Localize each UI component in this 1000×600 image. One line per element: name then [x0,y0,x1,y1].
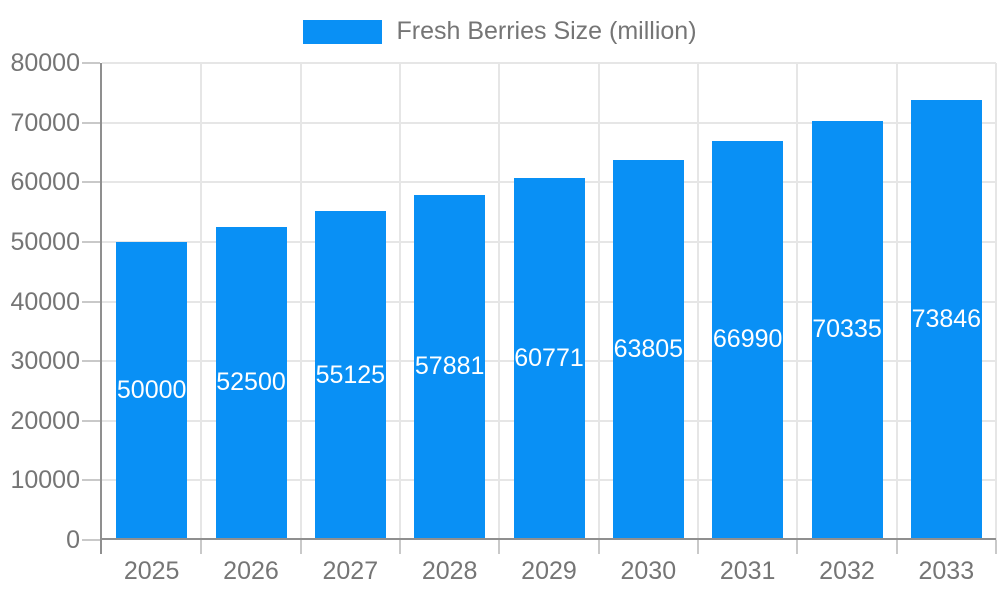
bar-2025[interactable]: 50000 [116,241,188,539]
y-axis-line [100,63,102,554]
y-axis-label: 30000 [10,347,80,376]
x-axis-label-2033: 2033 [918,557,975,585]
x-axis-tick [498,540,501,554]
y-axis-tick [82,62,100,64]
bar-2027[interactable]: 55125 [314,211,386,539]
x-axis-tick [697,540,699,554]
x-axis-label-2032: 2032 [819,557,875,585]
x-axis-label-2027: 2027 [322,557,379,585]
x-axis-tick [796,540,799,554]
y-axis-label: 10000 [10,466,80,495]
y-axis-label: 70000 [10,108,80,137]
y-axis-tick [82,360,100,363]
gridline-vertical [995,63,997,540]
gridline-vertical [895,63,898,540]
x-axis-tick [200,540,203,554]
x-axis-tick [895,540,898,554]
gridline-horizontal [102,121,996,124]
gridline-vertical [200,63,203,540]
gridline-vertical [299,63,302,540]
gridline-vertical [597,63,600,540]
x-axis-tick [399,540,401,554]
x-axis-label-2031: 2031 [719,557,776,585]
y-axis-tick [82,419,100,422]
y-axis-label: 20000 [10,406,80,435]
bar-value-label: 70335 [812,315,882,344]
bar-value-label: 57881 [414,352,485,381]
gridline-vertical [697,63,699,540]
bar-2028[interactable]: 57881 [414,194,486,539]
y-axis-tick [82,240,100,243]
x-axis-label-2030: 2030 [620,557,677,585]
bar-value-label: 52500 [216,368,286,397]
bar-value-label: 63805 [613,334,684,363]
y-axis-tick [82,539,100,541]
x-axis-label-2025: 2025 [123,557,180,585]
bar-2032[interactable]: 70335 [811,120,883,539]
legend-label: Fresh Berries Size (million) [396,17,697,45]
y-axis-tick [82,300,100,303]
y-axis-label: 50000 [10,227,80,256]
x-axis-tick [597,540,600,554]
bar-2030[interactable]: 63805 [612,159,684,539]
y-axis-tick [82,181,100,184]
y-axis-label: 0 [66,526,80,554]
y-axis-label: 40000 [10,287,80,316]
y-axis-label: 80000 [10,49,80,77]
legend-swatch [303,19,383,44]
x-axis-label-2028: 2028 [421,557,478,585]
y-axis-label: 60000 [10,168,80,197]
bar-value-label: 73846 [911,304,982,333]
gridline-horizontal [102,62,996,64]
gridline-vertical [796,63,799,540]
gridline-vertical [498,63,501,540]
bar-2029[interactable]: 60771 [513,177,585,539]
bar-value-label: 50000 [116,375,187,404]
x-axis-tick [995,540,997,554]
x-axis-label-2029: 2029 [521,557,577,585]
bar-2026[interactable]: 52500 [215,226,287,539]
x-axis-tick [299,540,302,554]
bar-value-label: 60771 [514,343,584,372]
bar-2033[interactable]: 73846 [910,99,982,539]
x-axis-label-2026: 2026 [223,557,279,585]
bar-2031[interactable]: 66990 [712,140,784,539]
gridline-vertical [399,63,401,540]
bar-value-label: 55125 [315,360,386,389]
legend[interactable]: Fresh Berries Size (million) [0,17,1000,46]
x-axis-line [100,538,996,540]
y-axis-tick [82,479,100,482]
bar-value-label: 66990 [712,325,783,354]
y-axis-tick [82,121,100,124]
